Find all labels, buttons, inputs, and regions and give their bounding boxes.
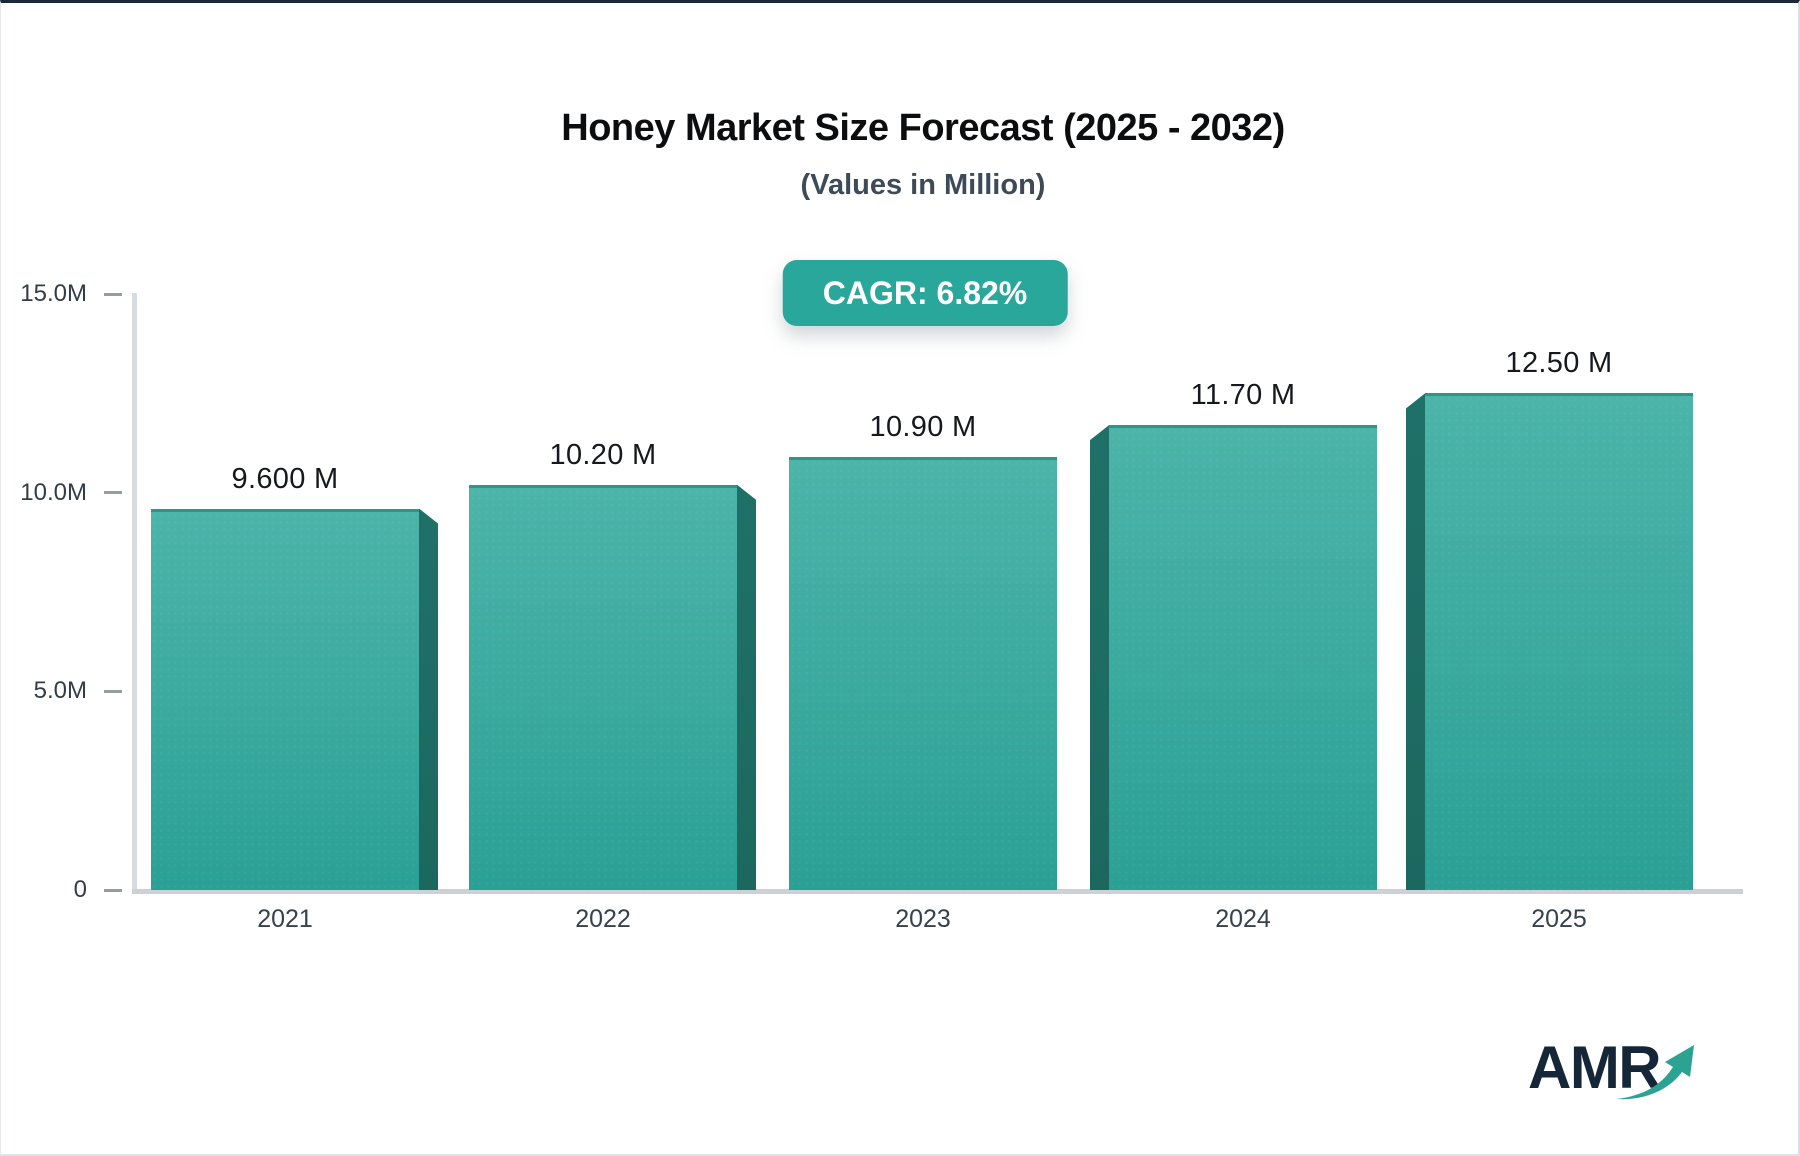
y-axis-tick <box>104 689 122 693</box>
x-axis-baseline <box>132 889 1743 894</box>
bar-side-face <box>1090 425 1109 890</box>
y-axis-tick <box>104 491 122 495</box>
y-axis-line <box>132 293 137 891</box>
cagr-badge: CAGR: 6.82% <box>782 260 1068 326</box>
bar-value-label: 11.70 M <box>1190 379 1296 412</box>
y-axis-tick-label: 15.0M <box>20 280 87 307</box>
bar-face <box>789 456 1057 890</box>
bar-face <box>151 508 419 890</box>
bar-value-label: 10.20 M <box>549 438 657 471</box>
amr-logo: AMR <box>1528 1038 1708 1108</box>
x-axis-label: 2022 <box>575 905 631 933</box>
bar-side-face <box>737 484 756 890</box>
amr-logo-text: AMR <box>1528 1034 1662 1101</box>
x-axis-label: 2023 <box>895 905 951 933</box>
bar-side-face <box>419 508 438 890</box>
x-axis-label: 2025 <box>1531 905 1587 933</box>
y-axis-tick-label: 10.0M <box>20 478 87 506</box>
bar-side-face <box>1406 393 1425 890</box>
chart-subtitle: (Values in Million) <box>800 169 1046 201</box>
bar-face <box>1109 425 1377 890</box>
chart-title: Honey Market Size Forecast (2025 - 2032) <box>561 107 1285 149</box>
y-axis-tick-label: 0 <box>73 876 87 903</box>
x-axis-label: 2021 <box>257 905 313 933</box>
y-axis-tick <box>104 888 122 892</box>
x-axis-label: 2024 <box>1215 905 1271 933</box>
bar-face <box>1425 393 1693 890</box>
bar-value-label: 12.50 M <box>1505 347 1613 380</box>
y-axis-tick <box>104 292 122 296</box>
bar-face <box>469 484 737 890</box>
upward-trend-arrow-icon <box>1616 1045 1694 1100</box>
bar-value-label: 10.90 M <box>869 410 977 443</box>
y-axis-tick-label: 5.0M <box>33 677 87 705</box>
bar-value-label: 9.600 M <box>231 462 339 495</box>
